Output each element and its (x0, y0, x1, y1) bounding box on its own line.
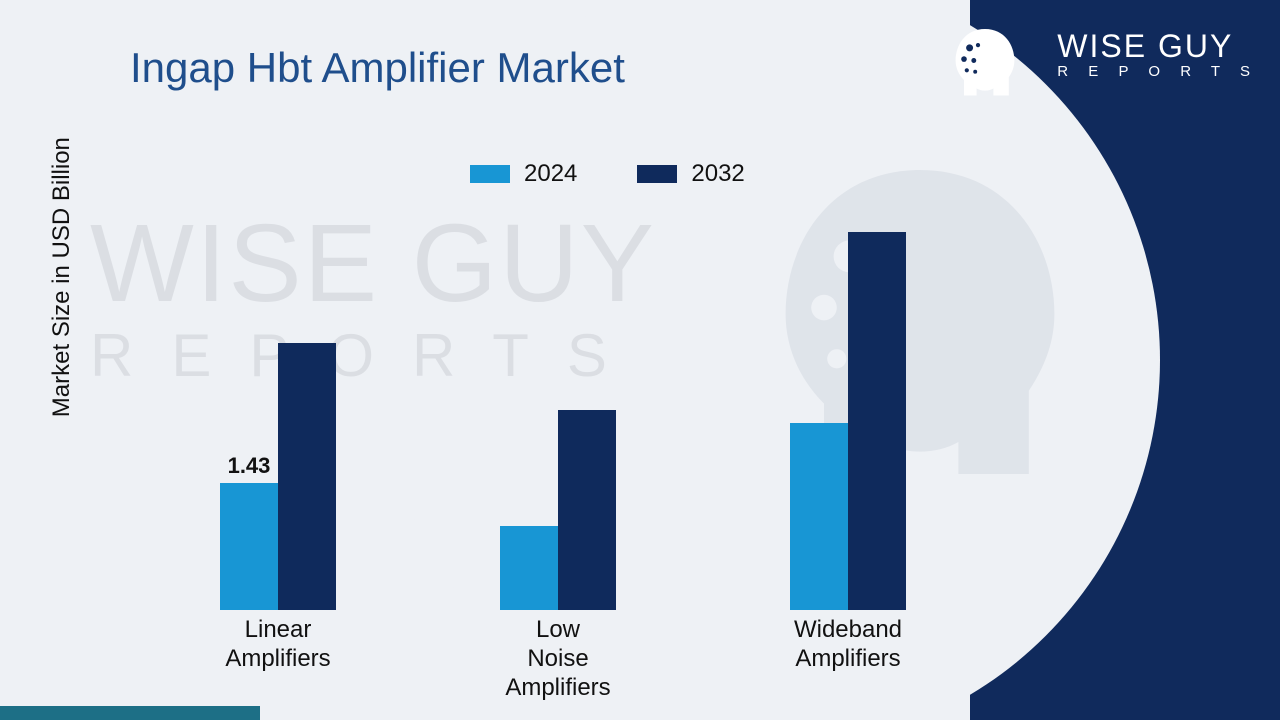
legend-swatch-2024 (470, 165, 510, 183)
bar-2024 (220, 483, 278, 610)
plot-area: 1.43LinearAmplifiersLowNoiseAmplifiersWi… (130, 210, 950, 610)
bar-value-label: 1.43 (220, 453, 278, 479)
bar-2032 (848, 232, 906, 610)
page: WISE GUY REPORTS WISE GUY R E P O R T S … (0, 0, 1280, 720)
legend-item-2024: 2024 (470, 160, 577, 188)
brand-line2: R E P O R T S (1057, 63, 1258, 80)
legend-label-2032: 2032 (691, 160, 744, 188)
legend-label-2024: 2024 (524, 160, 577, 188)
chart-title: Ingap Hbt Amplifier Market (130, 44, 625, 92)
legend-item-2032: 2032 (637, 160, 744, 188)
legend: 2024 2032 (470, 160, 745, 188)
x-axis-label: LowNoiseAmplifiers (458, 610, 658, 702)
x-axis-label: WidebandAmplifiers (748, 610, 948, 674)
x-axis-label: LinearAmplifiers (178, 610, 378, 674)
brand-logo: WISE GUY R E P O R T S (1057, 28, 1258, 80)
bar-2024 (790, 423, 848, 610)
bottom-accent-bar (0, 706, 260, 720)
legend-swatch-2032 (637, 165, 677, 183)
y-axis-label: Market Size in USD Billion (48, 137, 76, 417)
bar-2024 (500, 526, 558, 610)
brand-line1: WISE GUY (1057, 28, 1258, 65)
bar-2032 (558, 410, 616, 610)
logo-head-icon (950, 24, 1020, 104)
chart-area: Market Size in USD Billion 2024 2032 1.4… (70, 160, 950, 680)
bar-2032 (278, 343, 336, 610)
